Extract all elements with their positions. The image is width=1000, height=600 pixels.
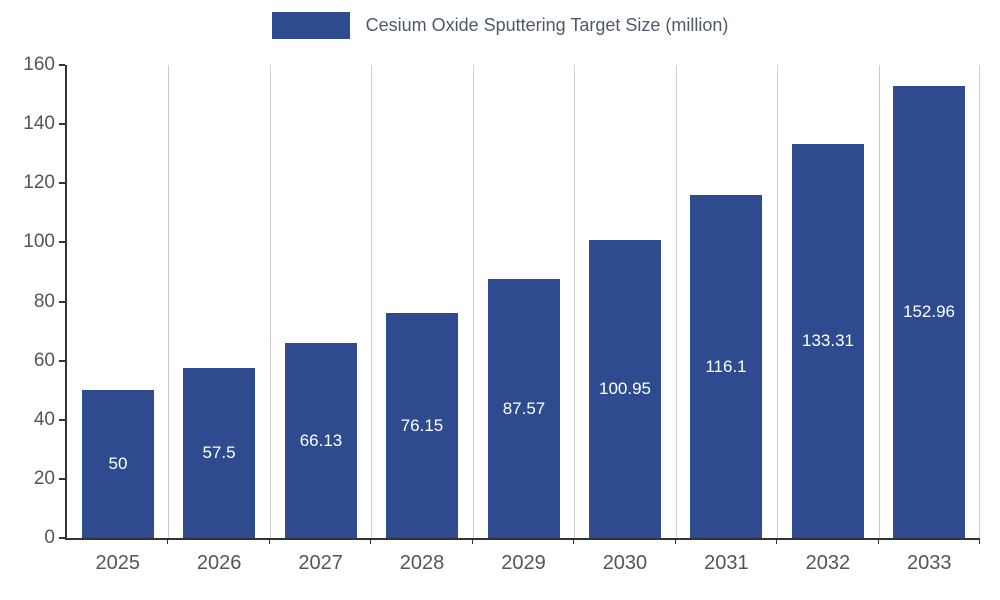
bar-value-label: 50 xyxy=(108,454,128,473)
bar: 50 xyxy=(82,390,154,538)
vertical-gridline xyxy=(675,65,677,538)
y-axis-tick-mark xyxy=(59,241,65,244)
x-axis-tick-mark xyxy=(268,538,270,544)
bar: 76.15 xyxy=(386,313,458,538)
x-axis-tick-mark xyxy=(167,538,169,544)
bar-value-label: 152.96 xyxy=(903,302,955,321)
x-axis-tick-mark xyxy=(471,538,473,544)
vertical-gridline xyxy=(777,65,779,538)
vertical-gridline xyxy=(269,65,271,538)
x-axis-tick-label: 2029 xyxy=(501,552,546,574)
x-axis-tick-label: 2030 xyxy=(602,552,648,574)
vertical-gridline xyxy=(979,65,980,538)
x-axis-tick-label: 2033 xyxy=(907,552,952,574)
y-axis-tick-label: 20 xyxy=(33,467,55,489)
y-axis-tick-mark xyxy=(59,300,65,303)
y-axis-tick-mark xyxy=(59,418,65,421)
y-axis-tick-label: 100 xyxy=(23,231,55,253)
y-axis-tick-mark xyxy=(59,359,65,362)
y-axis-tick-label: 60 xyxy=(33,349,55,371)
x-axis-tick-mark xyxy=(370,538,372,544)
y-axis-tick-mark xyxy=(59,477,65,480)
chart-legend: Cesium Oxide Sputtering Target Size (mil… xyxy=(0,12,1000,39)
y-axis-tick-label: 0 xyxy=(44,527,55,548)
y-axis-tick-mark xyxy=(59,123,65,126)
bar-value-label: 87.57 xyxy=(502,398,546,418)
vertical-gridline xyxy=(878,65,880,538)
x-axis-tick-label: 2025 xyxy=(95,552,140,574)
bar: 133.31 xyxy=(792,144,864,538)
bar-value-label: 100.95 xyxy=(599,379,651,398)
bar-value-label: 76.15 xyxy=(400,415,444,435)
vertical-gridline xyxy=(168,65,170,538)
bar: 100.95 xyxy=(589,240,661,538)
legend-swatch xyxy=(271,12,350,39)
y-axis-tick-label: 80 xyxy=(33,290,55,312)
x-axis-tick-label: 2026 xyxy=(196,552,242,574)
x-axis-tick-mark xyxy=(573,538,575,544)
x-axis-tick-mark xyxy=(776,538,778,544)
x-axis-tick-mark xyxy=(979,538,980,544)
y-axis-tick-mark xyxy=(59,182,65,185)
y-axis-tick-label: 40 xyxy=(33,408,55,430)
bar-value-label: 57.5 xyxy=(202,443,236,462)
bar: 87.57 xyxy=(488,279,560,538)
bar-value-label: 116.1 xyxy=(705,356,747,376)
chart-title: Cesium Oxide Sputtering Target Size (mil… xyxy=(365,15,729,35)
bar: 116.1 xyxy=(690,195,762,538)
vertical-gridline xyxy=(472,65,474,538)
vertical-gridline xyxy=(574,65,576,538)
y-axis-tick-label: 120 xyxy=(23,172,55,194)
bar-value-label: 133.31 xyxy=(802,331,854,350)
x-axis-tick-label: 2032 xyxy=(805,552,851,574)
y-axis-tick-label: 140 xyxy=(23,113,55,135)
bar-value-label: 66.13 xyxy=(299,430,343,450)
y-axis-tick-mark xyxy=(59,537,65,539)
plot-area: 0 20 40 60 80 100 120 140 160 50 2025 57.5 2026 66.13… xyxy=(23,54,980,574)
x-axis-tick-label: 2028 xyxy=(399,552,445,574)
x-axis-tick-label: 2031 xyxy=(704,552,749,574)
x-axis-tick-label: 2027 xyxy=(298,552,343,574)
y-axis-tick-label: 160 xyxy=(23,54,55,75)
y-axis-tick-mark xyxy=(59,64,65,66)
bar: 66.13 xyxy=(285,343,357,538)
x-axis-tick-mark xyxy=(877,538,879,544)
x-axis-tick-mark xyxy=(674,538,676,544)
bar: 152.96 xyxy=(893,86,965,538)
bar: 57.5 xyxy=(183,368,255,538)
vertical-gridline xyxy=(371,65,373,538)
